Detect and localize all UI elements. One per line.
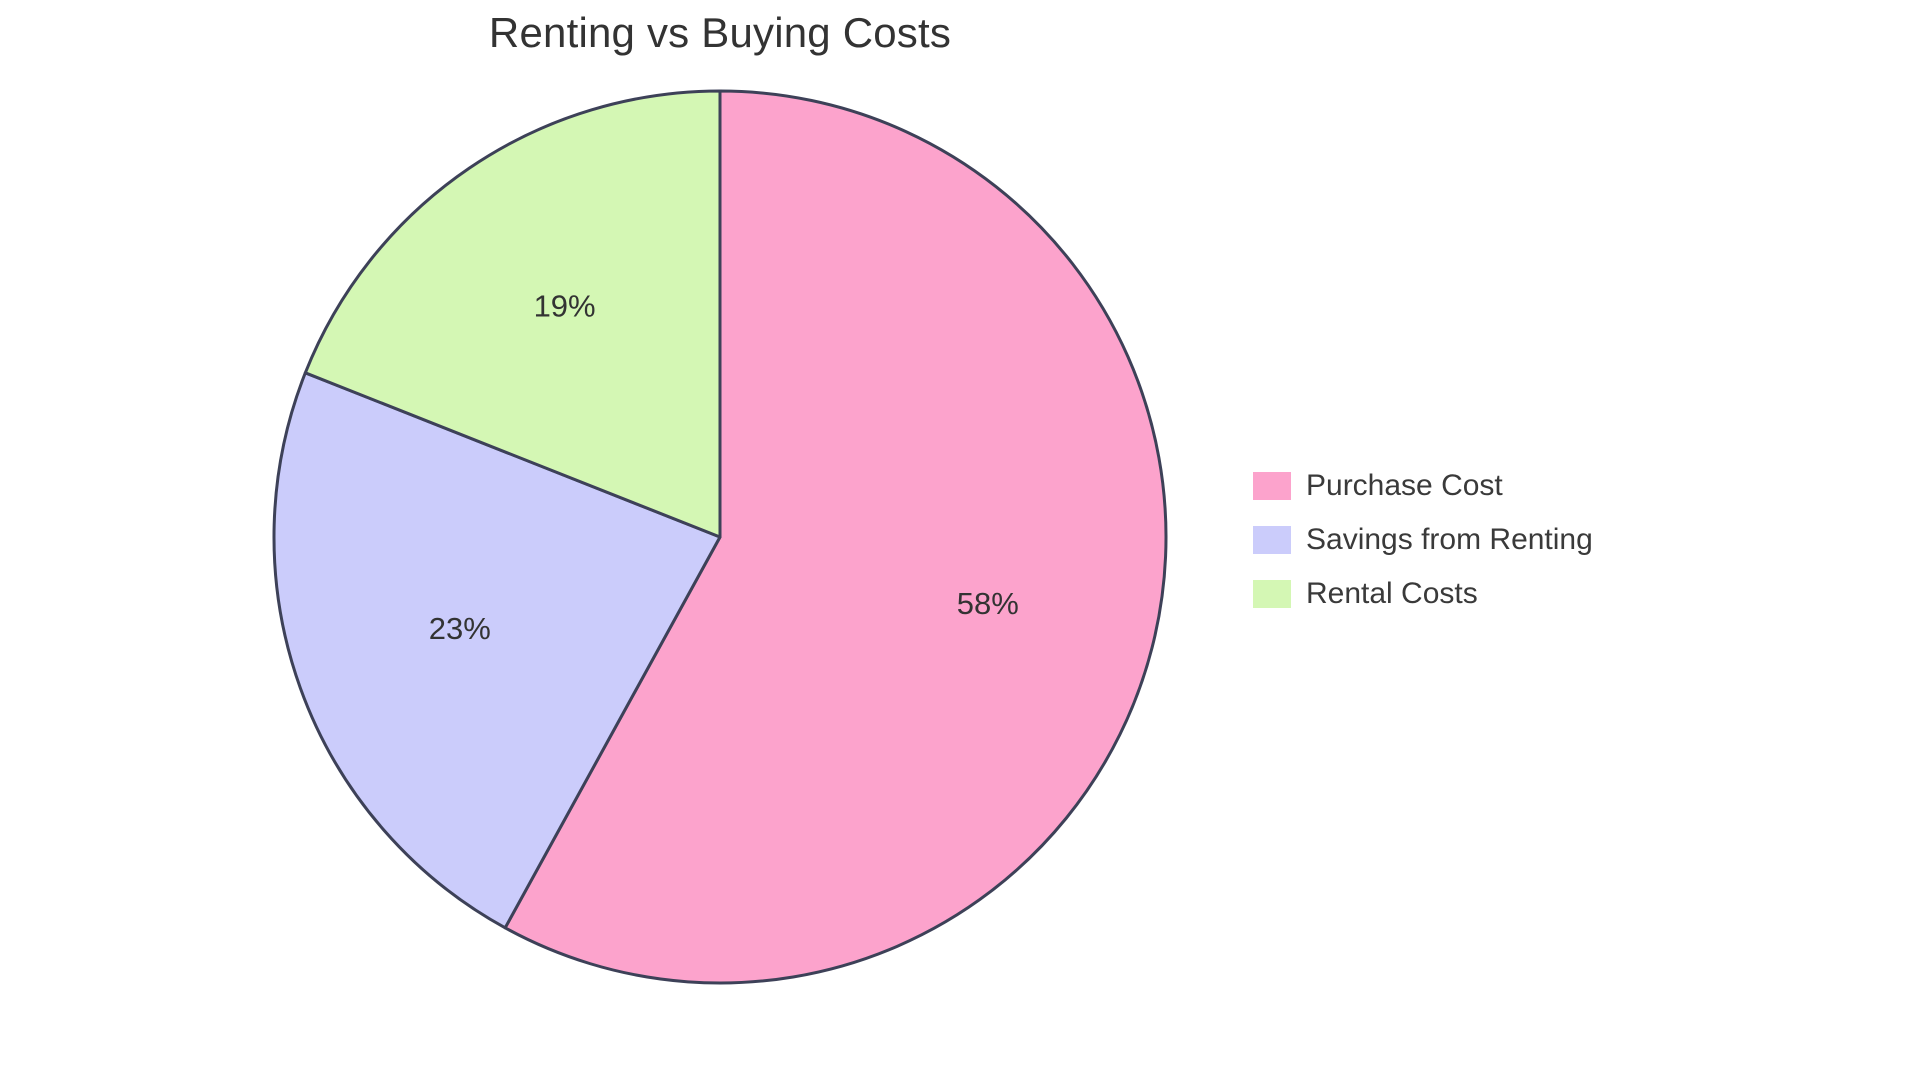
- pie-slice-group: [272, 89, 1168, 985]
- pie-slice-label: 19%: [534, 288, 596, 323]
- legend-item[interactable]: Purchase Cost: [1253, 459, 1593, 513]
- legend-color-swatch: [1253, 526, 1291, 554]
- legend-color-swatch: [1253, 580, 1291, 608]
- pie-slice[interactable]: [272, 371, 722, 930]
- pie-slice-label: 58%: [957, 586, 1019, 621]
- pie-slice[interactable]: [303, 89, 722, 539]
- legend-item-label: Savings from Renting: [1306, 523, 1593, 556]
- legend-item[interactable]: Rental Costs: [1253, 567, 1593, 621]
- pie-slice[interactable]: [503, 89, 1168, 985]
- legend-item[interactable]: Savings from Renting: [1253, 513, 1593, 567]
- legend-item-label: Purchase Cost: [1306, 469, 1503, 502]
- chart-title: Renting vs Buying Costs: [488, 9, 952, 56]
- legend-item-label: Rental Costs: [1306, 577, 1478, 610]
- chart-legend: Purchase Cost Savings from Renting Rental …: [1253, 459, 1593, 621]
- pie-label-group: 58% 23% 19%: [429, 288, 1019, 645]
- pie-slice-label: 23%: [429, 611, 491, 646]
- legend-color-swatch: [1253, 472, 1291, 500]
